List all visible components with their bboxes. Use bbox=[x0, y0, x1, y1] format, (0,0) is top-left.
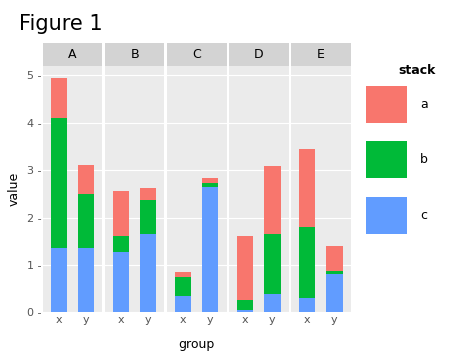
Bar bbox=[51, 77, 67, 118]
Bar bbox=[140, 200, 156, 234]
Bar bbox=[326, 246, 343, 271]
Bar bbox=[51, 118, 67, 248]
Bar bbox=[237, 236, 254, 300]
Text: A: A bbox=[68, 48, 77, 61]
Bar bbox=[264, 234, 281, 294]
Bar bbox=[78, 248, 94, 312]
Bar bbox=[175, 296, 191, 312]
Text: a: a bbox=[420, 98, 428, 111]
Bar bbox=[78, 194, 94, 248]
Bar bbox=[140, 234, 156, 312]
Text: c: c bbox=[420, 209, 427, 222]
Text: B: B bbox=[130, 48, 139, 61]
Bar bbox=[202, 178, 219, 183]
Bar bbox=[299, 298, 316, 312]
FancyBboxPatch shape bbox=[366, 141, 407, 178]
Y-axis label: value: value bbox=[8, 172, 21, 206]
Bar bbox=[326, 271, 343, 274]
Bar bbox=[264, 294, 281, 312]
Bar bbox=[113, 252, 129, 312]
Bar bbox=[113, 236, 129, 252]
Bar bbox=[202, 183, 219, 187]
Bar bbox=[264, 166, 281, 234]
Bar bbox=[113, 191, 129, 236]
Bar bbox=[202, 187, 219, 312]
FancyBboxPatch shape bbox=[366, 86, 407, 123]
Text: D: D bbox=[254, 48, 264, 61]
Bar bbox=[237, 310, 254, 312]
Text: group: group bbox=[179, 338, 215, 351]
Bar bbox=[140, 187, 156, 200]
Bar bbox=[299, 149, 316, 227]
Bar bbox=[51, 248, 67, 312]
Text: stack: stack bbox=[398, 64, 436, 77]
Text: E: E bbox=[317, 48, 325, 61]
FancyBboxPatch shape bbox=[366, 197, 407, 234]
Bar bbox=[78, 165, 94, 194]
Text: Figure 1: Figure 1 bbox=[19, 14, 102, 34]
Bar bbox=[175, 277, 191, 296]
Bar bbox=[175, 272, 191, 277]
Text: C: C bbox=[192, 48, 201, 61]
Bar bbox=[326, 274, 343, 312]
Bar bbox=[299, 227, 316, 298]
Text: b: b bbox=[420, 153, 428, 166]
Bar bbox=[237, 300, 254, 310]
